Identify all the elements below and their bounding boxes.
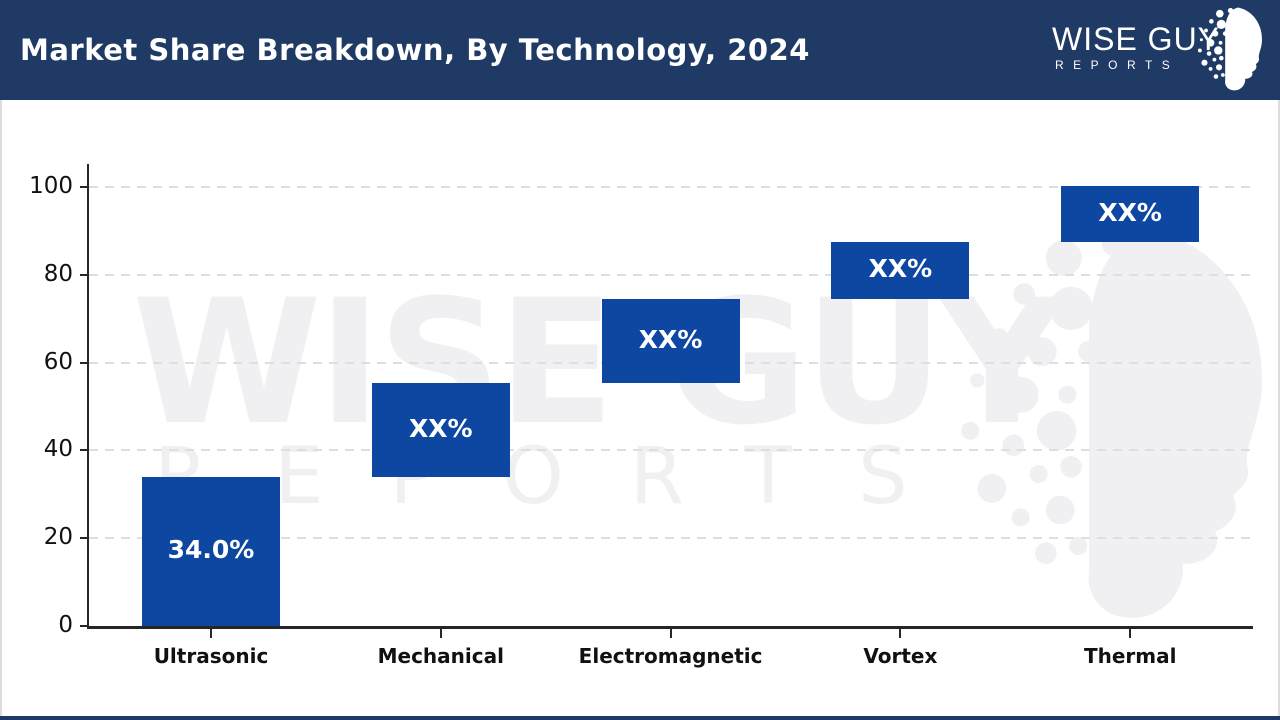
waterfall-bar bbox=[371, 382, 510, 477]
y-tick-label: 80 bbox=[43, 260, 73, 287]
x-axis-line bbox=[87, 626, 1253, 629]
y-axis-line bbox=[87, 164, 89, 628]
y-gridline bbox=[89, 449, 1253, 452]
y-tick-mark bbox=[80, 273, 89, 276]
y-tick-label: 20 bbox=[43, 524, 73, 551]
plot-area: WISE GUY REPORTS 0 20 40 60 80 100 34.0% Ultras… bbox=[0, 100, 1280, 716]
y-tick-mark bbox=[80, 186, 89, 188]
waterfall-bar bbox=[601, 298, 740, 383]
category-label: Thermal bbox=[1083, 644, 1177, 668]
y-tick-mark bbox=[80, 625, 89, 627]
bar-value-label: XX% bbox=[638, 324, 703, 354]
bar-value-label: XX% bbox=[408, 413, 473, 443]
y-tick-label: 0 bbox=[58, 612, 73, 638]
brand-logo: WISE GUY REPORTS bbox=[1028, 4, 1268, 98]
waterfall-bar bbox=[1061, 185, 1200, 243]
brand-logo-text: WISE GUY REPORTS bbox=[1052, 22, 1220, 72]
y-gridline bbox=[89, 186, 1253, 188]
y-gridline bbox=[89, 273, 1253, 276]
x-tick-mark bbox=[439, 629, 442, 638]
header: Market Share Breakdown, By Technology, 2… bbox=[0, 0, 1280, 100]
category-label: Vortex bbox=[863, 644, 938, 668]
logo-face-icon bbox=[1197, 7, 1263, 91]
y-tick-label: 40 bbox=[43, 436, 73, 463]
y-gridline bbox=[89, 537, 1253, 540]
x-tick-mark bbox=[210, 629, 212, 638]
bar-value-label: XX% bbox=[868, 254, 933, 284]
waterfall-bar bbox=[831, 242, 970, 299]
bar-value-label: XX% bbox=[1098, 197, 1162, 227]
y-tick-mark bbox=[80, 449, 89, 452]
waterfall-bar bbox=[142, 476, 280, 626]
brand-name: WISE GUY bbox=[1052, 21, 1221, 57]
x-tick-mark bbox=[669, 629, 672, 638]
category-label: Electromagnetic bbox=[578, 644, 763, 668]
y-tick-label: 60 bbox=[43, 348, 73, 375]
footer-bar bbox=[0, 716, 1280, 720]
x-tick-mark bbox=[1129, 629, 1132, 638]
y-tick-mark bbox=[80, 537, 89, 540]
category-label: Mechanical bbox=[377, 644, 504, 668]
bar-value-label: 34.0% bbox=[167, 535, 255, 565]
category-label: Ultrasonic bbox=[153, 644, 269, 668]
watermark-face-icon bbox=[961, 229, 1262, 618]
y-tick-mark bbox=[80, 361, 89, 364]
brand-subtitle: REPORTS bbox=[1055, 58, 1180, 72]
chart-title: Market Share Breakdown, By Technology, 2… bbox=[20, 33, 810, 67]
y-tick-label: 100 bbox=[29, 173, 73, 199]
x-tick-mark bbox=[899, 629, 902, 638]
